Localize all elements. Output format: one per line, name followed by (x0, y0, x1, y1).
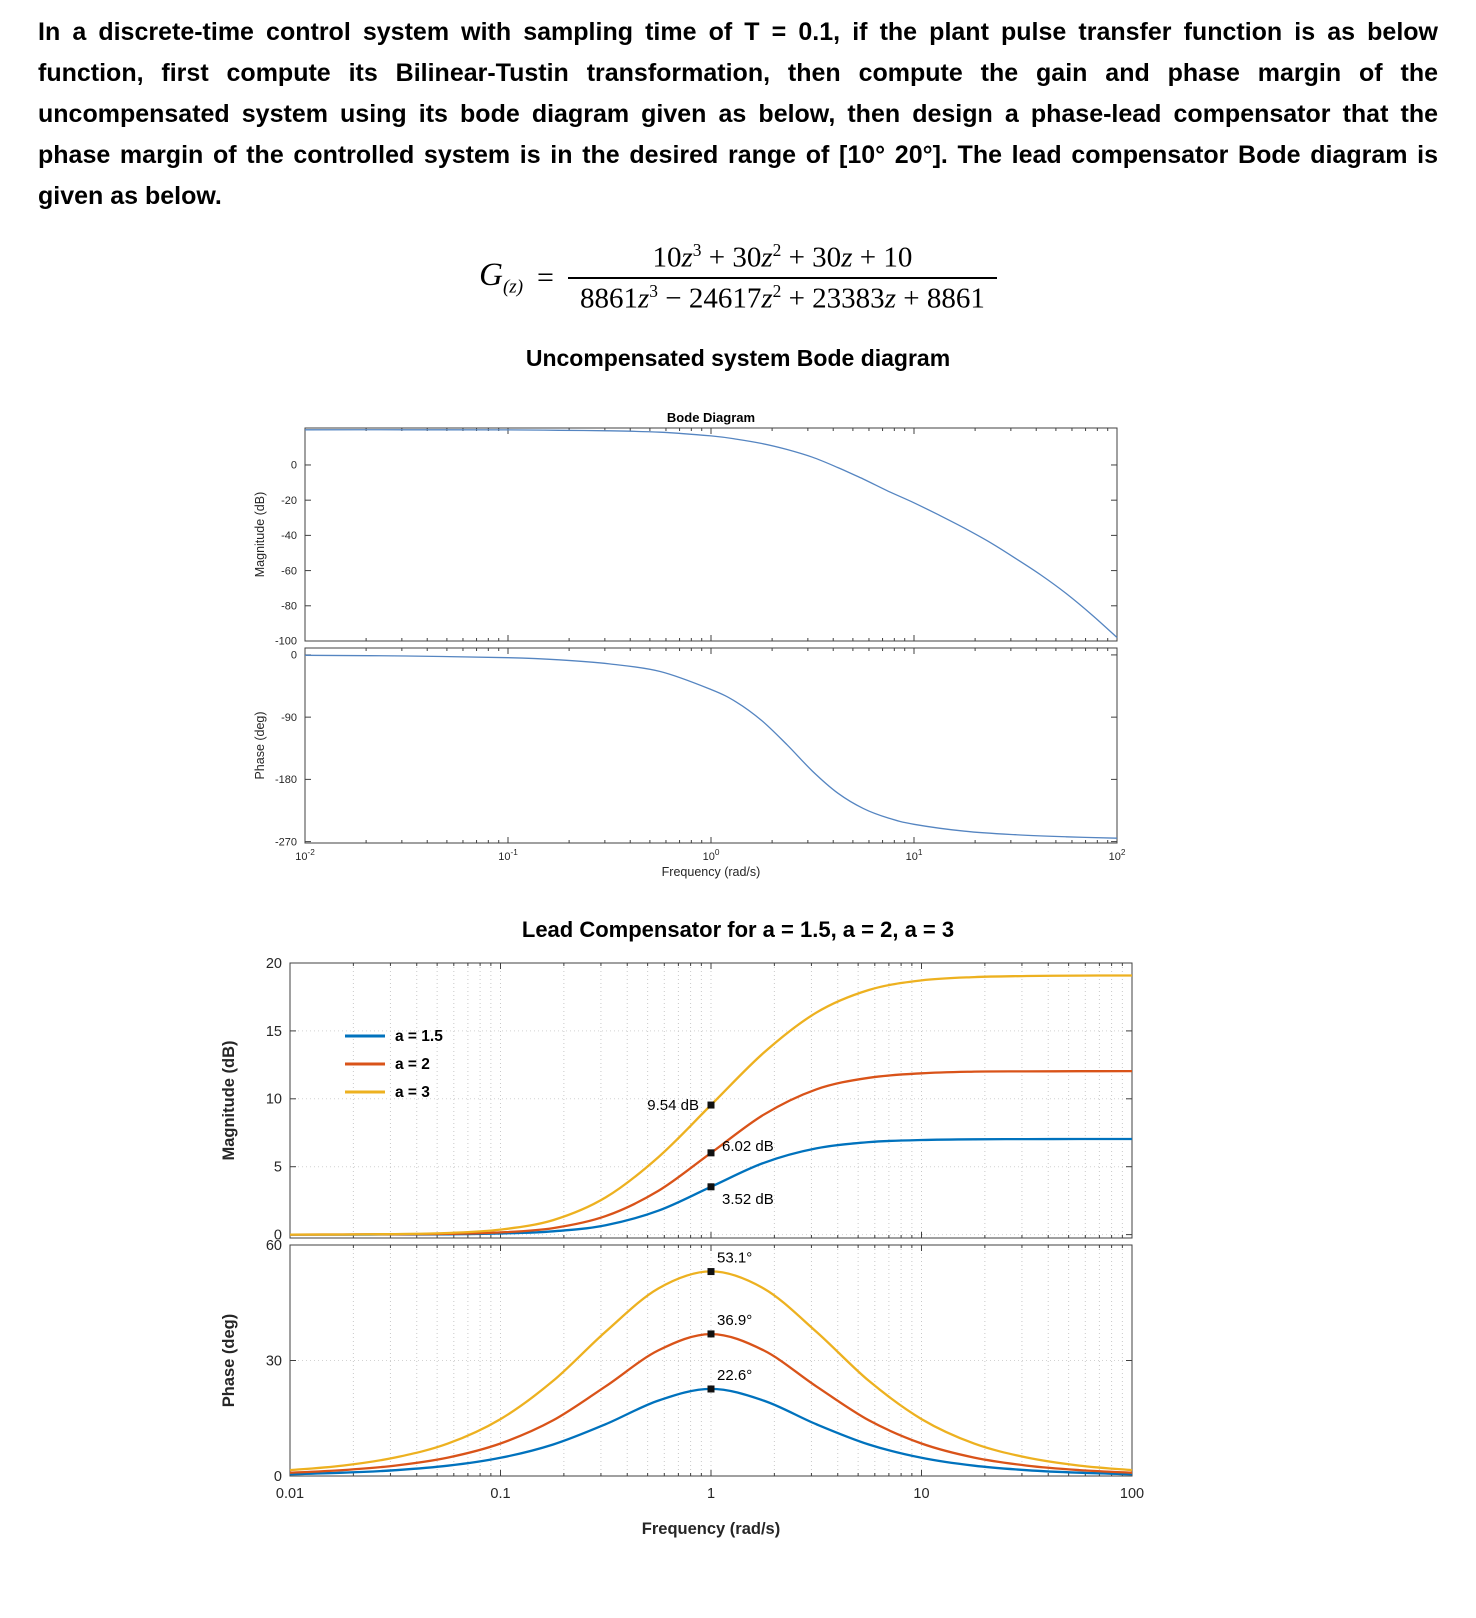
y-tick-label: 0 (274, 1228, 282, 1244)
y-tick-label: 5 (274, 1160, 282, 1176)
x-tick-label: 101 (906, 848, 923, 863)
y-tick-label: -20 (281, 495, 297, 507)
y-tick-label: -60 (281, 565, 297, 577)
x-tick-label: 10-1 (498, 848, 518, 863)
y-tick-label: -100 (275, 636, 297, 648)
y-axis-label: Phase (deg) (220, 1314, 238, 1408)
y-tick-label: 0 (291, 650, 297, 662)
y-axis-label: Magnitude (dB) (220, 1040, 238, 1160)
x-tick-label: 1 (707, 1486, 715, 1502)
annotation-marker (707, 1268, 715, 1276)
annotation-label: 53.1° (717, 1250, 752, 1267)
uncompensated-heading: Uncompensated system Bode diagram (525, 345, 951, 371)
x-tick-label: 100 (703, 848, 720, 863)
formula-lhs: G(z) (479, 256, 524, 298)
equals-sign: = (537, 260, 554, 294)
annotation-label: 6.02 dB (722, 1138, 774, 1155)
series-magnitude (304, 429, 1118, 638)
legend-label: a = 2 (395, 1056, 430, 1073)
annotation-label: 36.9° (717, 1312, 752, 1329)
x-axis-label: Frequency (rad/s) (642, 1520, 780, 1538)
annotation-marker (707, 1149, 715, 1157)
x-tick-label: 102 (1109, 848, 1126, 863)
series-phase (304, 654, 1118, 839)
y-tick-label: 20 (266, 956, 282, 972)
y-tick-label: -80 (281, 601, 297, 613)
transfer-function: G(z) = 10z3 + 30z2 + 30z + 10 8861z3 − 2… (0, 238, 1476, 317)
y-tick-label: -180 (275, 774, 297, 786)
annotation-marker (707, 1385, 715, 1393)
lead-compensator-heading: Lead Compensator for a = 1.5, a = 2, a =… (521, 917, 955, 942)
x-axis-label: Frequency (rad/s) (662, 865, 761, 879)
y-axis-label: Phase (deg) (253, 711, 267, 779)
legend-label: a = 3 (395, 1084, 430, 1101)
y-tick-label: 15 (266, 1024, 282, 1040)
problem-statement: In a discrete-time control system with s… (38, 18, 1438, 210)
axes-box (304, 427, 1118, 642)
y-tick-label: -270 (275, 836, 297, 848)
y-tick-label: 0 (291, 460, 297, 472)
annotation-marker (707, 1330, 715, 1338)
uncompensated-bode-figure: 0 -20 -40 -60 -80 -100 Magnitude (dB) 0 -90 -180 -… (253, 410, 1126, 879)
x-tick-label: 10-2 (295, 848, 315, 863)
annotation-label: 3.52 dB (722, 1191, 774, 1208)
y-tick-label: 30 (266, 1353, 282, 1369)
y-tick-label: 0 (274, 1469, 282, 1485)
x-tick-label: 10 (913, 1486, 929, 1502)
chart-title: Bode Diagram (667, 410, 755, 425)
y-tick-label: 10 (266, 1092, 282, 1108)
y-axis-label: Magnitude (dB) (253, 492, 267, 577)
y-tick-label: -90 (281, 712, 297, 724)
x-tick-label: 0.01 (276, 1486, 304, 1502)
formula-numerator: 10z3 + 30z2 + 30z + 10 (652, 240, 913, 274)
annotation-marker (707, 1101, 715, 1109)
legend-label: a = 1.5 (395, 1028, 443, 1045)
axes-box (304, 647, 1118, 844)
annotation-label: 22.6° (717, 1367, 752, 1384)
y-tick-label: 60 (266, 1238, 282, 1254)
x-tick-label: 0.1 (490, 1486, 510, 1502)
fraction: 10z3 + 30z2 + 30z + 10 8861z3 − 24617z2 … (567, 238, 997, 318)
x-tick-label: 100 (1120, 1486, 1144, 1502)
formula-denominator: 8861z3 − 24617z2 + 23383z + 8861 (567, 276, 997, 318)
annotation-marker (707, 1183, 715, 1191)
annotation-label: 9.54 dB (647, 1097, 699, 1114)
y-tick-label: -40 (281, 530, 297, 542)
